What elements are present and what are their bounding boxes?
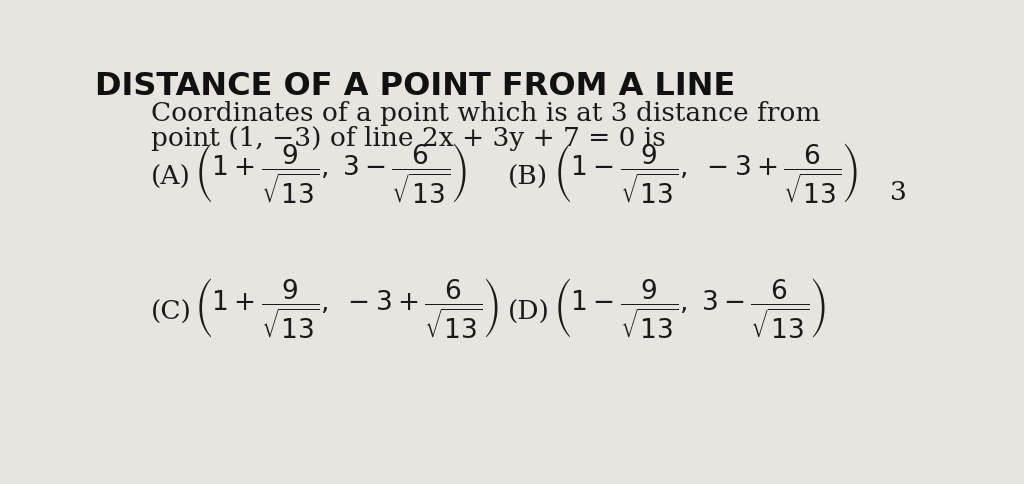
Text: (B): (B) [508,165,548,190]
Text: (A): (A) [152,165,191,190]
Text: DISTANCE OF A POINT FROM A LINE: DISTANCE OF A POINT FROM A LINE [94,71,735,102]
Text: $\left(1+\dfrac{9}{\sqrt{13}},\ -3+\dfrac{6}{\sqrt{13}}\right)$: $\left(1+\dfrac{9}{\sqrt{13}},\ -3+\dfra… [194,276,500,340]
Text: (C): (C) [152,299,193,324]
Text: 3: 3 [890,180,907,205]
Text: Coordinates of a point which is at 3 distance from: Coordinates of a point which is at 3 dis… [152,100,820,125]
Text: point (1, −3) of line 2x + 3y + 7 = 0 is: point (1, −3) of line 2x + 3y + 7 = 0 is [152,126,666,151]
Text: $\left(1+\dfrac{9}{\sqrt{13}},\ 3-\dfrac{6}{\sqrt{13}}\right)$: $\left(1+\dfrac{9}{\sqrt{13}},\ 3-\dfrac… [194,141,467,205]
Text: $\left(1-\dfrac{9}{\sqrt{13}},\ -3+\dfrac{6}{\sqrt{13}}\right)$: $\left(1-\dfrac{9}{\sqrt{13}},\ -3+\dfra… [553,141,858,205]
Text: (D): (D) [508,299,550,324]
Text: $\left(1-\dfrac{9}{\sqrt{13}},\ 3-\dfrac{6}{\sqrt{13}}\right)$: $\left(1-\dfrac{9}{\sqrt{13}},\ 3-\dfrac… [553,276,825,340]
